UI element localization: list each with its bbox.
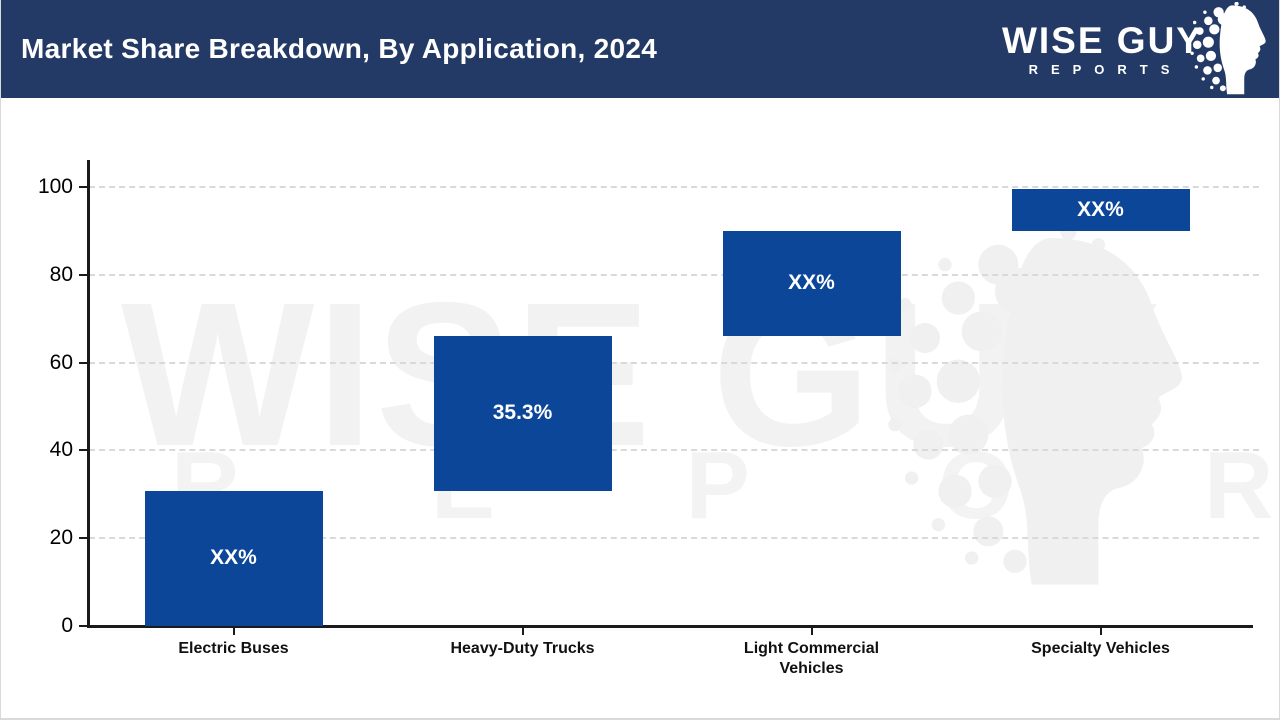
y-tick-100 [79,186,87,188]
bar-heavy-duty-trucks [433,335,612,491]
x-tick-3 [1099,627,1102,635]
gridline-y-40 [89,449,1259,452]
bar-value-label: XX% [1077,197,1124,221]
x-category-label: Light Commercial Vehicles [743,640,880,677]
bar-light-commercial-vehicles [722,230,901,336]
y-tick-80 [79,273,87,276]
header-bar: Market Share Breakdown, By Application, … [1,0,1279,98]
gridline-y-80 [89,273,1259,276]
gridline-y-100 [89,186,1259,188]
y-tick-label-20: 20 [49,526,73,550]
x-tick-1 [521,627,524,635]
bar-electric-buses [144,490,323,626]
logo-head-icon [1190,2,1266,95]
gridline-y-20 [89,537,1259,540]
y-tick-20 [79,537,87,540]
bar-specialty-vehicles [1011,188,1190,231]
page-title: Market Share Breakdown, By Application, … [21,33,658,64]
watermark-head-icon [888,224,1183,585]
y-tick-label-100: 100 [37,175,73,198]
y-tick-label-80: 80 [49,262,73,286]
logo-wordmark: WISE GUY [1001,20,1203,61]
watermark-wordmark: WISE GUY [121,260,1163,489]
logo-subtitle: REPORTS [1028,62,1183,77]
x-category-label: Heavy-Duty Trucks [450,640,595,657]
x-tick-0 [232,627,235,635]
logo-text: WISE GUY REPORTS [1002,22,1203,76]
x-category-label: Specialty Vehicles [1031,640,1170,657]
y-axis-line [87,160,90,626]
y-tick-40 [79,449,87,452]
x-axis-line [87,625,1253,628]
y-tick-label-0: 0 [61,614,73,637]
wise-guy-reports-logo: WISE GUY REPORTS [1002,2,1267,96]
x-category-label: Electric Buses [178,640,289,657]
x-tick-2 [810,627,813,635]
bar-value-label: 35.3% [492,401,553,425]
y-tick-label-60: 60 [49,350,73,374]
y-tick-0 [79,625,87,627]
bar-value-label: XX% [210,546,257,570]
gridline-y-60 [89,361,1259,364]
y-tick-60 [79,361,87,364]
y-tick-label-40: 40 [49,438,73,462]
bar-value-label: XX% [788,271,835,295]
